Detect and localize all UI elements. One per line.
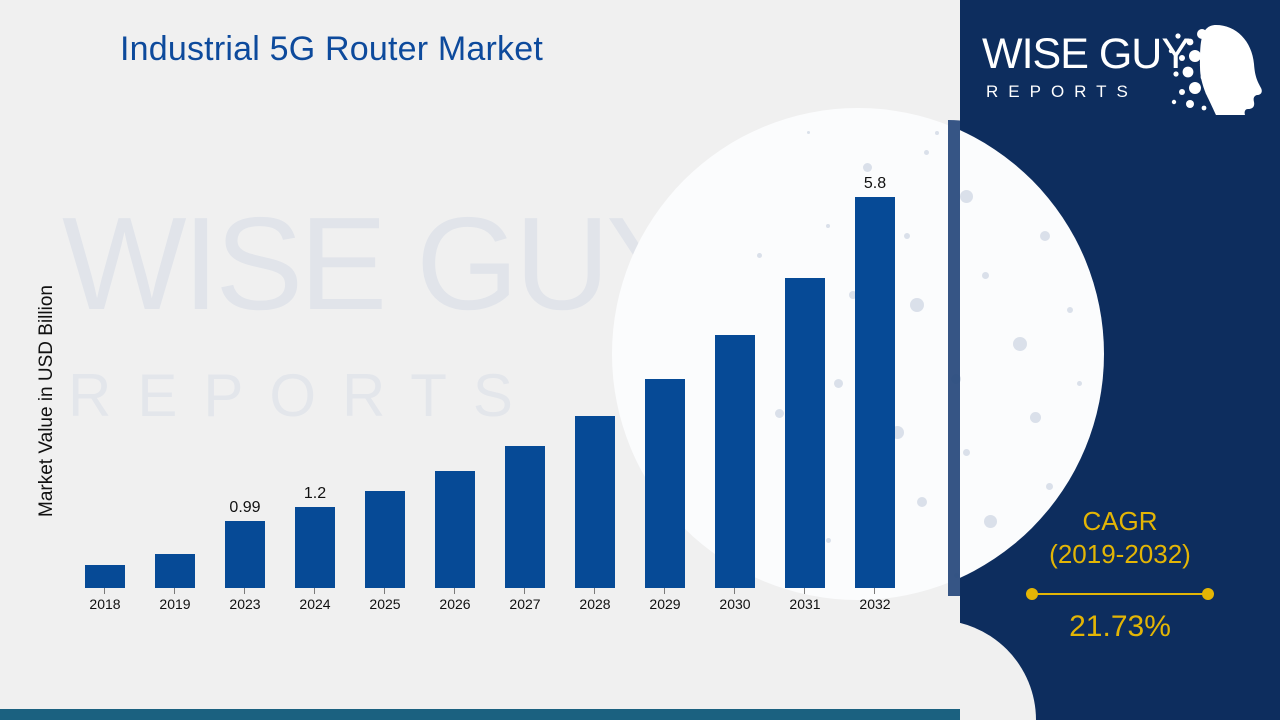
decorative-dot [774, 408, 784, 418]
x-axis-label-2018: 2018 [89, 596, 121, 612]
x-axis-tick [314, 588, 315, 594]
x-axis-label-2025: 2025 [369, 596, 401, 612]
decorative-dot [934, 130, 939, 135]
decorative-dot [960, 373, 962, 384]
side-panel: WISE GUY REPORTS [960, 0, 1280, 720]
bar-group: 2019 [140, 150, 210, 612]
bar-group: 2031 [770, 150, 840, 612]
brand-logo: WISE GUY REPORTS [982, 24, 1262, 116]
bar-2026 [435, 471, 475, 588]
bar-2018 [85, 565, 125, 588]
x-axis-label-2032: 2032 [859, 596, 891, 612]
bar-2024 [295, 507, 335, 588]
bar-group: 5.8 2032 [840, 150, 910, 612]
x-axis-label-2024: 2024 [299, 596, 331, 612]
chart-panel: Industrial 5G Router Market WISE GUY REP… [36, 30, 960, 612]
cagr-period: (2019-2032) [1049, 539, 1191, 570]
bar-2030 [715, 335, 755, 588]
bottom-accent-bar [0, 709, 960, 720]
bar-2028 [575, 416, 615, 588]
x-axis-tick [664, 588, 665, 594]
decorative-dot [1022, 159, 1029, 166]
decorative-dot [982, 271, 990, 279]
decorative-dot [849, 290, 858, 299]
bar-group: 2027 [490, 150, 560, 612]
decorative-dot [1039, 230, 1050, 241]
decorative-dot [825, 538, 831, 544]
decorative-dot [807, 131, 811, 135]
x-axis-label-2031: 2031 [789, 596, 821, 612]
decorative-dot [953, 572, 959, 578]
x-axis-tick [104, 588, 105, 594]
cagr-value: 21.73% [1069, 609, 1171, 643]
page-title: Industrial 5G Router Market [120, 30, 544, 68]
bar-2019 [155, 554, 195, 588]
x-axis-label-2028: 2028 [579, 596, 611, 612]
x-axis-label-2027: 2027 [509, 596, 541, 612]
bar-value-label-2024: 1.2 [303, 485, 327, 502]
logo-wordmark: WISE GUY [982, 30, 1190, 78]
bar-2023 [225, 521, 265, 588]
x-axis-label-2023: 2023 [229, 596, 261, 612]
x-axis-tick [804, 588, 805, 594]
decorative-dot [960, 190, 973, 204]
x-axis-label-2026: 2026 [439, 596, 471, 612]
decorative-dot [1076, 381, 1082, 387]
bar-2025 [365, 491, 405, 588]
cagr-block: CAGR (2019-2032) 21.73% [960, 505, 1280, 644]
bar-value-label-2023: 0.99 [229, 499, 261, 516]
decorative-dot [826, 224, 831, 229]
bar-group: 2025 [350, 150, 420, 612]
bar-group: 2029 [630, 150, 700, 612]
bar-group: 0.99 2023 [210, 150, 280, 612]
decorative-dot [833, 379, 843, 389]
decorative-dot [910, 297, 925, 312]
bar-2032 [855, 197, 895, 588]
decorative-dot [984, 514, 998, 528]
divider-dot-right [1202, 587, 1214, 600]
bar-chart-plot: 2018 2019 0.99 2023 1.2 2024 2025 2026 2027 2028 2… [70, 150, 910, 612]
decorative-dot [1029, 412, 1041, 424]
decorative-dot [1066, 306, 1073, 313]
cagr-divider [1026, 587, 1214, 600]
x-axis-tick [244, 588, 245, 594]
x-axis-tick [384, 588, 385, 594]
decorative-dot [924, 149, 930, 155]
decorative-dot [863, 162, 873, 172]
decorative-dot [1002, 557, 1009, 564]
decorative-dot [904, 232, 911, 239]
bar-2031 [785, 278, 825, 588]
decorative-dot [962, 448, 970, 456]
bar-group: 2018 [70, 150, 140, 612]
y-axis-label: Market Value in USD Billion [36, 285, 57, 517]
bar-group: 2026 [420, 150, 490, 612]
bar-2029 [645, 379, 685, 588]
divider-line [1032, 592, 1208, 595]
x-axis-tick [174, 588, 175, 594]
x-axis-tick [454, 588, 455, 594]
x-axis-label-2029: 2029 [649, 596, 681, 612]
head-profile-dots-icon [1168, 25, 1262, 115]
x-axis-tick [594, 588, 595, 594]
decorative-dot [916, 496, 927, 507]
bar-2027 [505, 446, 545, 588]
bar-group: 1.2 2024 [280, 150, 350, 612]
bar-group: 2028 [560, 150, 630, 612]
logo-subtext: REPORTS [986, 82, 1138, 101]
x-axis-tick [524, 588, 525, 594]
cagr-title: CAGR [1082, 506, 1158, 536]
bar-group: 2030 [700, 150, 770, 612]
decorative-dot [951, 373, 960, 384]
x-axis-label-2030: 2030 [719, 596, 751, 612]
x-axis-label-2019: 2019 [159, 596, 191, 612]
x-axis-tick [734, 588, 735, 594]
decorative-dot [757, 253, 763, 259]
decorative-dot [1062, 538, 1067, 543]
x-axis-tick [874, 588, 875, 594]
decorative-dot [1013, 337, 1028, 352]
decorative-dot [1046, 483, 1054, 491]
bar-value-label-2032: 5.8 [863, 175, 887, 192]
